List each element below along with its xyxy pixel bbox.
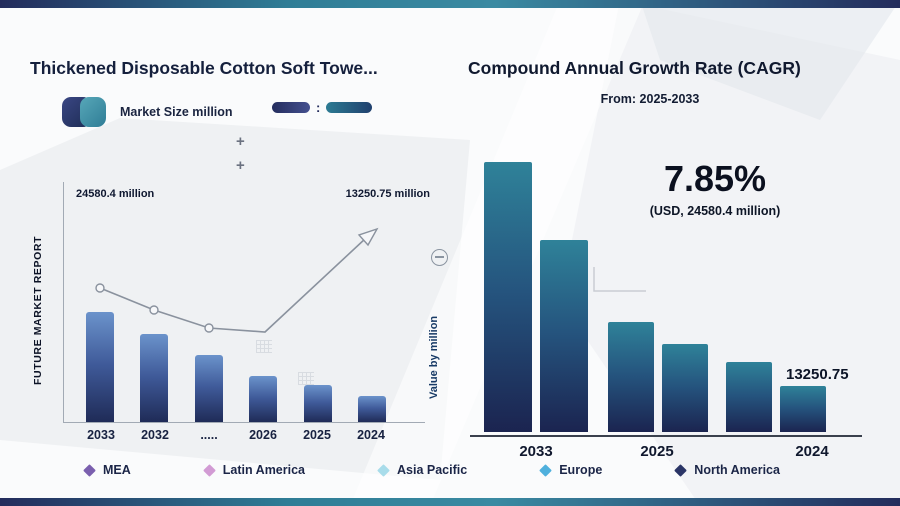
annotation-2033-value: 24580.4 million	[76, 188, 155, 200]
navy-pill-icon	[272, 102, 310, 113]
legend-diamond-icon	[377, 463, 390, 477]
left-bar-2032	[140, 334, 169, 422]
hatch-decor	[298, 372, 314, 385]
hatch-decor	[256, 340, 272, 353]
cagr-bar-2024-1	[726, 362, 772, 432]
right-chart-title: Compound Annual Growth Rate (CAGR)	[468, 58, 801, 78]
legend-label: Latin America	[222, 463, 305, 477]
database-icon	[62, 97, 108, 127]
legend-label: North America	[694, 463, 780, 477]
xtick-.....: .....	[200, 428, 218, 442]
bar-group-2033	[484, 162, 588, 432]
xtick-2032: 2032	[141, 428, 169, 442]
cagr-chart: 2033 2025 2024	[470, 155, 870, 475]
cagr-note: (USD, 24580.4 million)	[649, 204, 781, 218]
left-bar-2025	[303, 385, 332, 422]
trend-arrow	[95, 227, 379, 333]
top-accent-bar	[0, 0, 900, 8]
legend-item-latin-america: Latin America	[202, 463, 305, 477]
plus-decor-icon: +	[236, 157, 245, 174]
xtick-2025: 2025	[640, 443, 674, 460]
xtick-2025: 2025	[303, 428, 331, 442]
left-chart-title: Thickened Disposable Cotton Soft Towe...	[30, 58, 378, 78]
cagr-value: 7.85%	[663, 158, 767, 199]
bracket-decor	[593, 267, 646, 292]
legend-label: MEA	[103, 463, 131, 477]
legend-label: Asia Pacific	[397, 463, 468, 477]
bar-group-2024	[726, 362, 826, 432]
legend-diamond-icon	[674, 463, 688, 477]
bottom-accent-bar	[0, 498, 900, 506]
left-bars	[86, 180, 386, 422]
left-bar-.....	[194, 355, 223, 422]
left-vertical-axis-title: FUTURE MARKET REPORT	[32, 235, 44, 385]
cagr-bar-2025-1	[608, 322, 654, 432]
left-xaxis: 2033 2032..... 2026 2025 2024	[83, 428, 389, 442]
value-label-2024: 13250.75	[786, 366, 849, 383]
xtick-2033: 2033	[87, 428, 115, 442]
right-chart-x-axis	[470, 435, 862, 437]
legend-diamond-icon	[539, 463, 553, 477]
cagr-bar-2033-2	[540, 240, 588, 432]
left-bar-2024	[357, 396, 386, 422]
teal-pill-icon	[326, 102, 373, 113]
legend-diamond-icon	[83, 463, 96, 477]
xtick-2026: 2026	[249, 428, 277, 442]
left-chart-y-axis	[63, 182, 64, 423]
legend-diamond-icon	[202, 463, 216, 477]
minus-circle-icon	[431, 249, 448, 266]
market-size-label: Market Size million	[120, 105, 233, 119]
left-chart-x-axis	[63, 422, 425, 423]
left-bar-2026	[249, 376, 278, 422]
right-chart-subtitle: From: 2025-2033	[600, 92, 700, 106]
cagr-bar-2025-2	[662, 344, 708, 432]
xtick-2033: 2033	[519, 443, 553, 460]
xtick-2024: 2024	[357, 428, 385, 442]
legend-label: Europe	[559, 463, 603, 477]
xtick-2024: 2024	[795, 443, 829, 460]
market-size-legend: Market Size million	[62, 96, 233, 128]
plus-decor-icon: +	[236, 133, 245, 150]
legend-item-asia-pacific: Asia Pacific	[377, 463, 468, 477]
region-legend: MEA Latin America Asia Pacific Europe North …	[83, 463, 780, 477]
bar-group-2025	[608, 322, 708, 432]
legend-item-north-america: North America	[674, 463, 780, 477]
annotation-2024-value: 13250.75 million	[345, 188, 430, 200]
market-size-chart: 24580.4 million 13250.75 million 2033 203…	[60, 180, 432, 445]
cagr-bar-2024-2	[780, 386, 826, 432]
cagr-bar-2033-1	[484, 162, 532, 432]
scale-toggle-icon: :	[272, 100, 373, 115]
legend-item-europe: Europe	[539, 463, 603, 477]
left-bar-2033	[86, 312, 114, 422]
legend-item-mea: MEA	[83, 463, 131, 477]
colon-separator: :	[316, 100, 321, 115]
